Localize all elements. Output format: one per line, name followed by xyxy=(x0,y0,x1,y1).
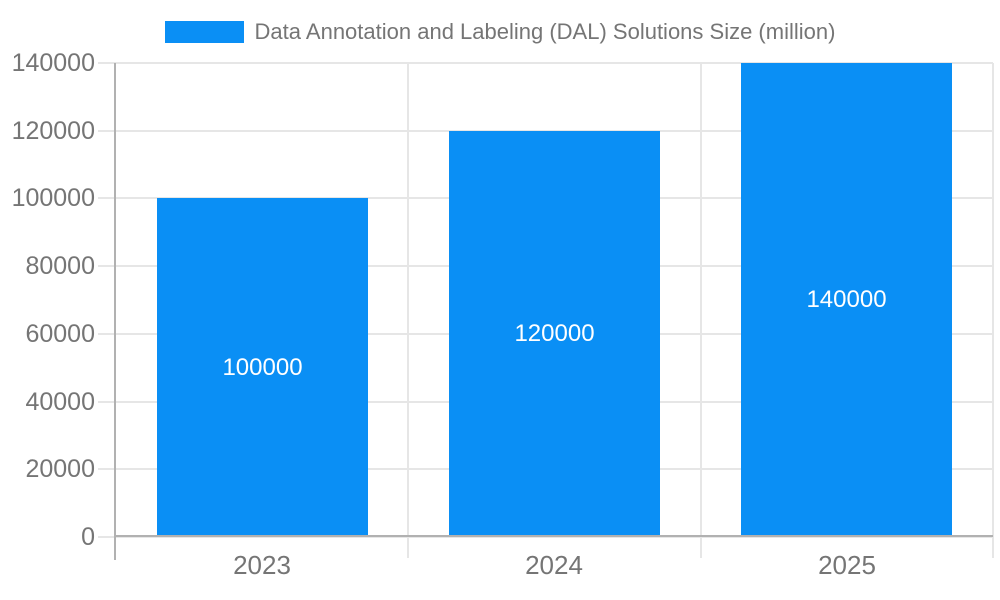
legend[interactable]: Data Annotation and Labeling (DAL) Solut… xyxy=(0,19,1000,45)
x-axis-tick-label: 2023 xyxy=(233,550,291,580)
y-axis-tick-label: 140000 xyxy=(11,49,95,77)
y-axis-tick-label: 120000 xyxy=(11,116,95,145)
gridline-vertical xyxy=(407,63,409,558)
y-axis-tick-label: 20000 xyxy=(25,455,95,484)
x-axis-tick-label: 2025 xyxy=(818,550,876,580)
bar-value-label: 100000 xyxy=(222,353,303,381)
gridline-horizontal xyxy=(98,129,993,132)
gridline-vertical xyxy=(992,63,994,558)
bar[interactable]: 140000 xyxy=(741,63,952,537)
bar[interactable]: 100000 xyxy=(157,198,368,537)
gridline-horizontal xyxy=(98,62,993,64)
y-axis-tick-label: 60000 xyxy=(25,319,95,348)
bar[interactable]: 120000 xyxy=(449,131,660,537)
bar-value-label: 140000 xyxy=(806,286,887,313)
plot-area: 0 20000 40000 60000 80000 100000 120000 140000 1… xyxy=(12,50,994,580)
legend-swatch xyxy=(164,21,244,43)
y-axis-tick-label: 100000 xyxy=(11,184,95,213)
x-axis-line xyxy=(114,535,993,537)
gridline-horizontal xyxy=(98,536,993,538)
y-axis-tick-label: 80000 xyxy=(25,252,95,281)
x-axis-tick-label: 2024 xyxy=(525,550,583,580)
y-axis-line xyxy=(114,63,116,560)
legend-label: Data Annotation and Labeling (DAL) Solut… xyxy=(254,19,836,44)
y-axis-tick-label: 0 xyxy=(81,523,95,551)
bar-value-label: 120000 xyxy=(514,320,595,347)
gridline-vertical xyxy=(700,63,702,558)
y-axis-tick-label: 40000 xyxy=(25,387,95,416)
